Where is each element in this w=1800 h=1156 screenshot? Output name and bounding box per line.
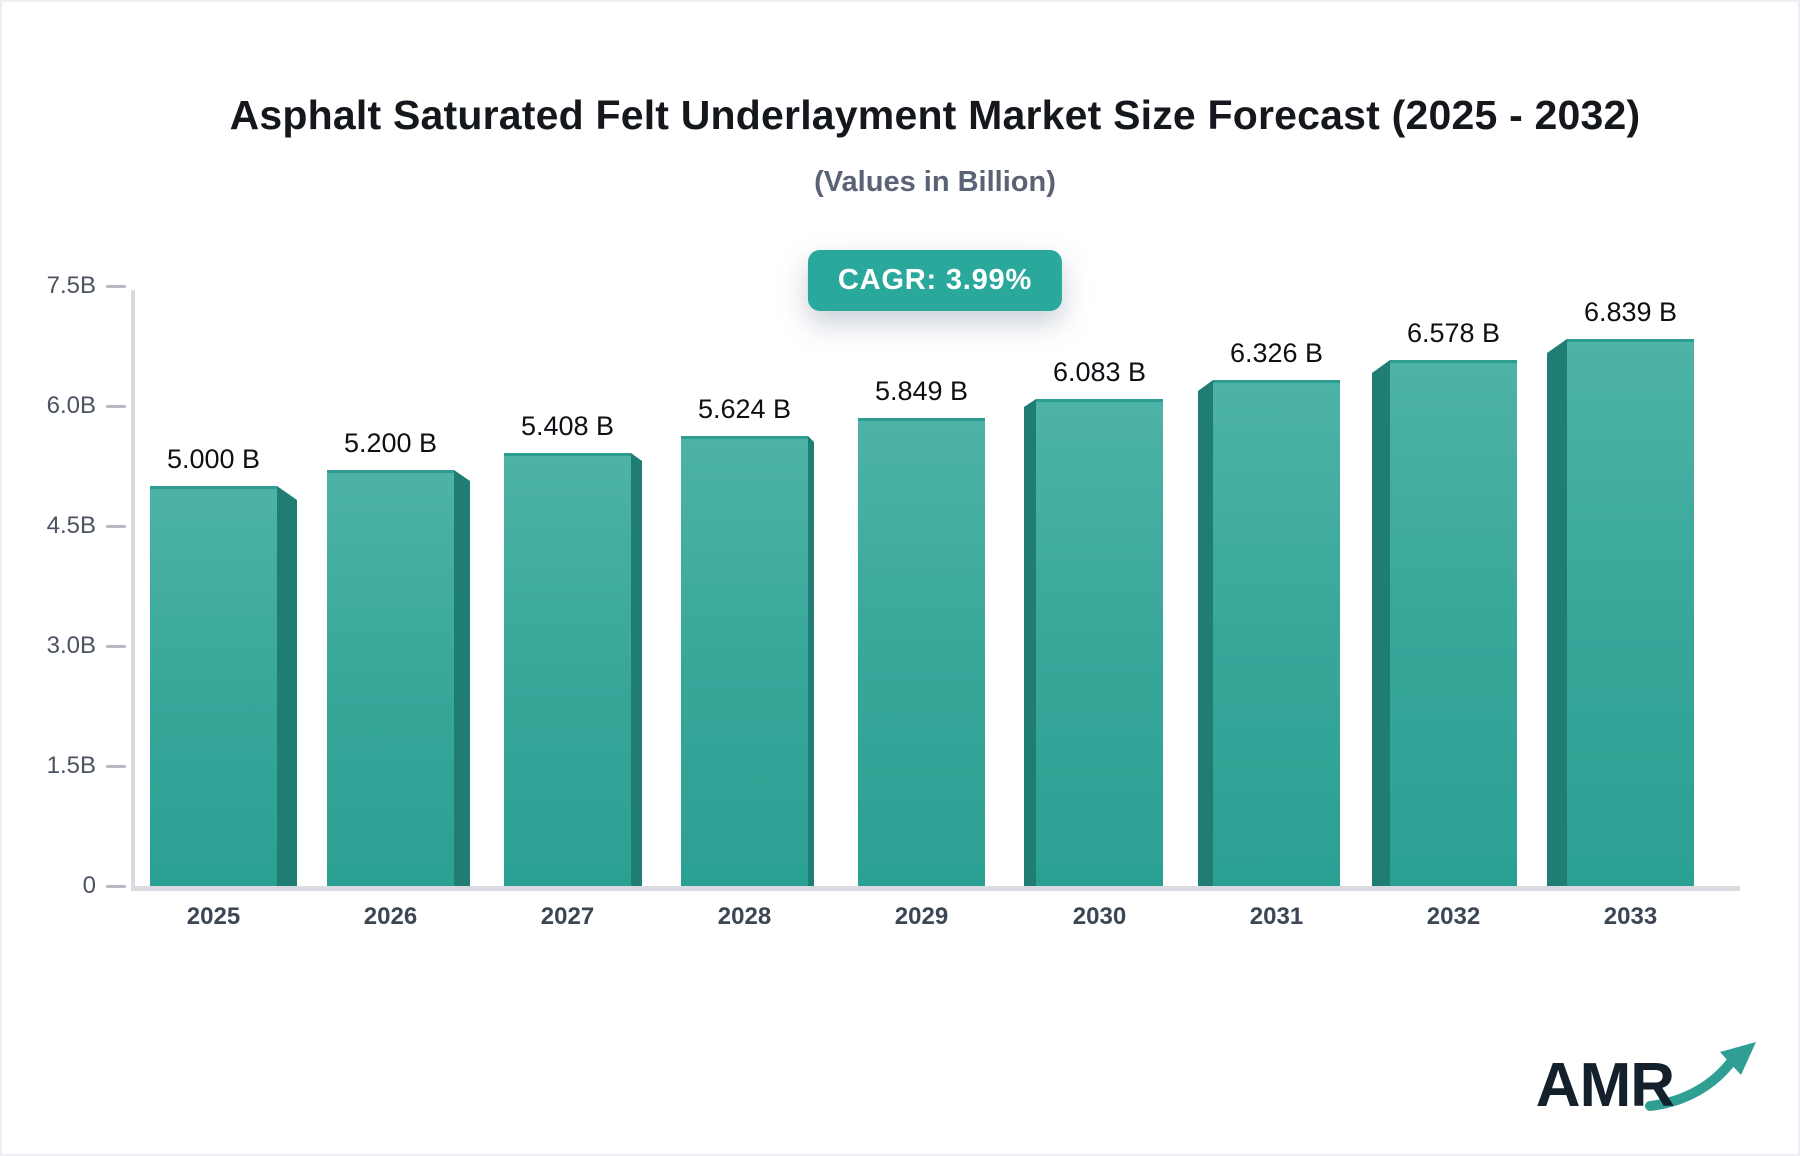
x-axis-label-2032: 2032	[1426, 903, 1481, 930]
x-axis-label-2029: 2029	[894, 903, 949, 930]
y-tick-label: 7.5B	[46, 272, 96, 299]
y-tick-label: 0	[82, 872, 96, 899]
y-axis-line	[131, 290, 135, 886]
cagr-badge: CAGR: 3.99%	[807, 250, 1063, 311]
bar-3d-side-2033	[1547, 339, 1567, 886]
bar-3d-side-2032	[1372, 360, 1390, 886]
bar-2027	[504, 453, 631, 886]
bar-2032	[1390, 360, 1517, 886]
chart-subtitle: (Values in Billion)	[814, 166, 1056, 198]
x-axis-label-2030: 2030	[1072, 903, 1127, 930]
bar-value-label-2030: 6.083 B	[1052, 357, 1147, 387]
bar-3d-side-2025	[277, 486, 297, 886]
y-tick-mark	[106, 405, 126, 408]
chart-title: Asphalt Saturated Felt Underlayment Mark…	[229, 92, 1641, 138]
x-axis-line	[131, 886, 1740, 891]
bar-3d-side-2026	[454, 470, 470, 886]
bar-3d-side-2027	[631, 453, 642, 886]
x-axis-label-2026: 2026	[363, 903, 418, 930]
x-axis-label-2025: 2025	[186, 903, 241, 930]
y-tick-label: 4.5B	[46, 512, 96, 539]
x-axis-label-2027: 2027	[540, 903, 595, 930]
x-axis-label-2033: 2033	[1603, 903, 1658, 930]
bar-2025	[150, 486, 277, 886]
bar-3d-side-2028	[808, 436, 814, 886]
growth-arrow-icon	[1645, 1042, 1756, 1111]
y-tick-mark	[106, 885, 126, 888]
bar-value-label-2026: 5.200 B	[343, 428, 438, 458]
y-tick-mark	[106, 285, 126, 288]
x-axis-label-2031: 2031	[1249, 903, 1304, 930]
bar-2028	[681, 436, 808, 886]
bar-2029	[858, 418, 985, 886]
x-axis-label-2028: 2028	[717, 903, 772, 930]
bar-value-label-2033: 6.839 B	[1583, 297, 1678, 327]
bar-value-label-2032: 6.578 B	[1406, 318, 1501, 348]
amr-logo: AMR	[1535, 1040, 1760, 1121]
bar-3d-side-2031	[1198, 380, 1213, 886]
bar-value-label-2025: 5.000 B	[166, 444, 261, 474]
bar-2026	[327, 470, 454, 886]
amr-logo-text: AMR	[1535, 1051, 1675, 1121]
bar-2033	[1567, 339, 1694, 886]
y-tick-label: 3.0B	[46, 632, 96, 659]
bar-value-label-2029: 5.849 B	[874, 376, 969, 406]
bar-value-label-2028: 5.624 B	[697, 394, 792, 424]
bar-value-label-2027: 5.408 B	[520, 411, 615, 441]
bar-3d-side-2030	[1024, 399, 1036, 886]
y-tick-mark	[106, 645, 126, 648]
bar-2030	[1036, 399, 1163, 886]
y-tick-label: 1.5B	[46, 752, 96, 779]
bar-2031	[1213, 380, 1340, 886]
y-tick-mark	[106, 765, 126, 768]
y-tick-label: 6.0B	[46, 392, 96, 419]
bar-value-label-2031: 6.326 B	[1229, 338, 1324, 368]
y-tick-mark	[106, 525, 126, 528]
